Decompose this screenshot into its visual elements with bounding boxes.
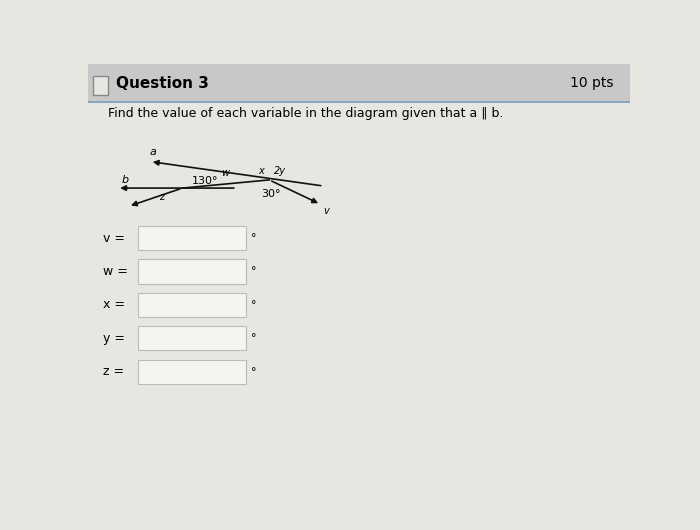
FancyBboxPatch shape bbox=[138, 326, 246, 350]
FancyBboxPatch shape bbox=[138, 260, 246, 284]
Text: Find the value of each variable in the diagram given that a ‖ b.: Find the value of each variable in the d… bbox=[108, 107, 503, 120]
Text: 30°: 30° bbox=[261, 189, 281, 199]
Text: 10 pts: 10 pts bbox=[570, 76, 614, 90]
Text: x: x bbox=[258, 166, 264, 176]
Text: °: ° bbox=[251, 367, 257, 377]
Text: b: b bbox=[122, 175, 129, 185]
FancyBboxPatch shape bbox=[138, 226, 246, 250]
FancyBboxPatch shape bbox=[138, 360, 246, 384]
Text: w =: w = bbox=[103, 265, 127, 278]
Text: y =: y = bbox=[103, 332, 125, 345]
Text: x =: x = bbox=[103, 298, 125, 312]
Text: v: v bbox=[323, 206, 329, 216]
Text: Question 3: Question 3 bbox=[116, 76, 209, 91]
Text: 2y: 2y bbox=[274, 166, 286, 176]
Text: 130°: 130° bbox=[193, 176, 218, 187]
Text: °: ° bbox=[251, 333, 257, 343]
FancyBboxPatch shape bbox=[138, 293, 246, 317]
Text: °: ° bbox=[251, 300, 257, 310]
Text: a: a bbox=[149, 147, 156, 157]
Text: z =: z = bbox=[103, 365, 124, 378]
FancyBboxPatch shape bbox=[93, 76, 108, 95]
Text: w: w bbox=[221, 168, 229, 178]
FancyBboxPatch shape bbox=[88, 64, 630, 101]
Text: v =: v = bbox=[103, 232, 125, 244]
Text: °: ° bbox=[251, 233, 257, 243]
Text: °: ° bbox=[251, 267, 257, 277]
Text: z: z bbox=[160, 192, 164, 202]
